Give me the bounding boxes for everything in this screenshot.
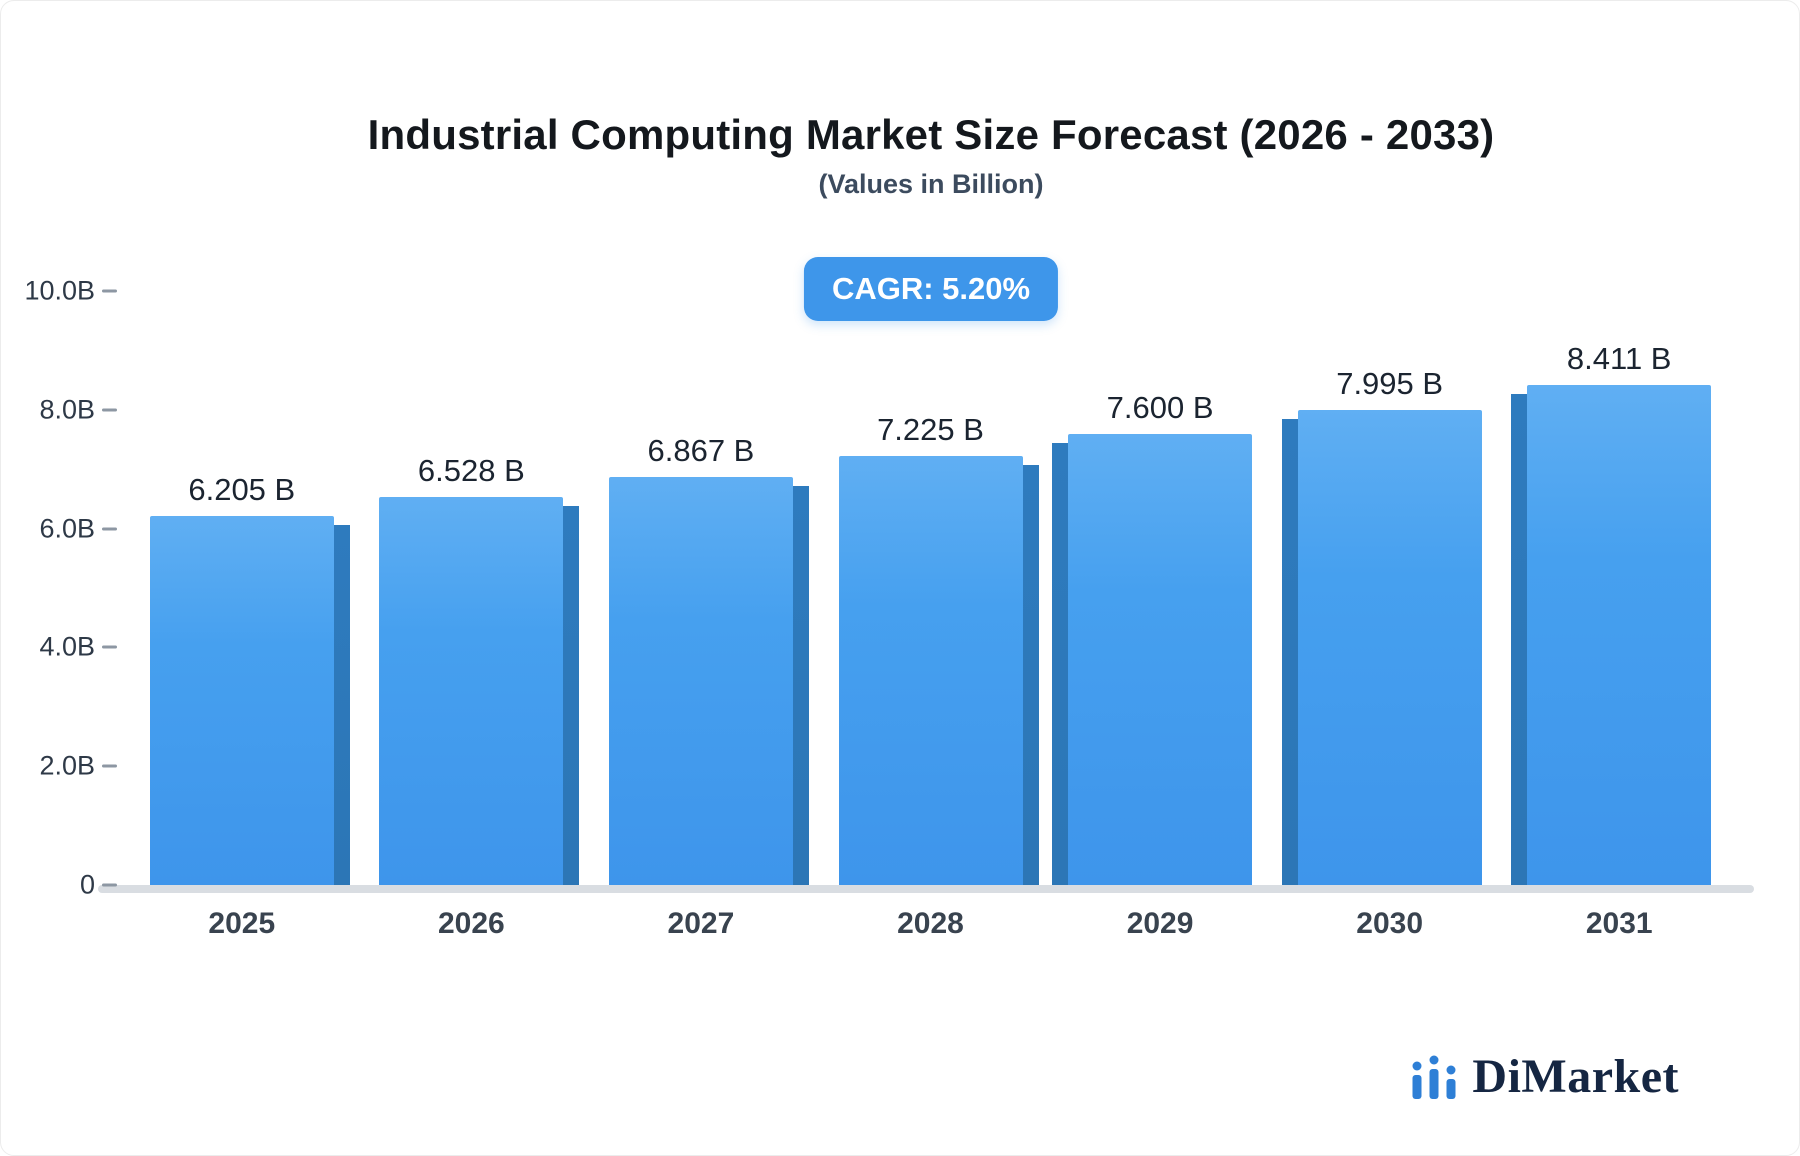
x-axis-label: 2025 — [208, 907, 276, 940]
y-axis-tick-mark — [102, 527, 117, 531]
bar-2030 — [1297, 410, 1482, 885]
bar-value-label: 7.225 B — [877, 411, 984, 447]
bar-2027 — [608, 477, 793, 885]
bar-value-label: 7.600 B — [1106, 389, 1214, 425]
bar-2028 — [838, 455, 1023, 885]
bar-value-label: 6.528 B — [417, 453, 525, 489]
bar-2029 — [1068, 433, 1253, 885]
y-axis-tick-mark — [102, 764, 117, 768]
bar-side-shade — [1052, 442, 1069, 885]
bar-2031 — [1527, 385, 1712, 885]
y-axis-tick-mark — [102, 645, 117, 649]
cagr-badge: CAGR: 5.20% — [803, 257, 1059, 321]
x-axis-label: 2029 — [1126, 907, 1194, 940]
x-axis-label: 2030 — [1356, 907, 1424, 940]
brand-logo: DiMarket — [1408, 1049, 1679, 1104]
y-axis-tick-label: 8.0B — [39, 394, 95, 425]
bar-value-label: 6.205 B — [188, 472, 296, 508]
x-axis-label: 2028 — [897, 907, 964, 940]
bar-value-label: 7.995 B — [1336, 366, 1444, 402]
bar-side-shade — [1022, 464, 1039, 885]
bar-side-shade — [563, 506, 580, 885]
dimarket-bars-icon — [1412, 1055, 1456, 1099]
bar-side-shade — [333, 525, 350, 885]
bar-side-shade — [792, 486, 809, 885]
bar-side-shade — [1281, 419, 1298, 885]
x-axis-label: 2026 — [437, 907, 505, 940]
y-axis-tick-mark — [102, 883, 117, 887]
x-axis-label: 2031 — [1585, 907, 1653, 940]
y-axis-tick-mark — [102, 408, 117, 412]
chart-subtitle: (Values in Billion) — [818, 169, 1044, 199]
bar-2026 — [379, 497, 564, 885]
brand-name: DiMarket — [1472, 1050, 1679, 1103]
y-axis-tick-label: 2.0B — [39, 750, 95, 781]
y-axis-tick-label: 4.0B — [39, 631, 95, 662]
y-axis-tick-label: 6.0B — [39, 513, 95, 544]
y-axis-tick-label: 0 — [79, 869, 95, 900]
bar-side-shade — [1511, 394, 1528, 885]
x-axis-baseline — [98, 885, 1754, 893]
x-axis-label: 2027 — [667, 907, 735, 940]
bar-value-label: 6.867 B — [647, 433, 755, 469]
y-axis-tick-mark — [102, 289, 117, 293]
bar-2025 — [149, 516, 334, 885]
y-axis-tick-label: 10.0B — [24, 275, 95, 306]
bar-value-label: 8.411 B — [1566, 341, 1672, 377]
chart-title: Industrial Computing Market Size Forecas… — [367, 111, 1495, 158]
